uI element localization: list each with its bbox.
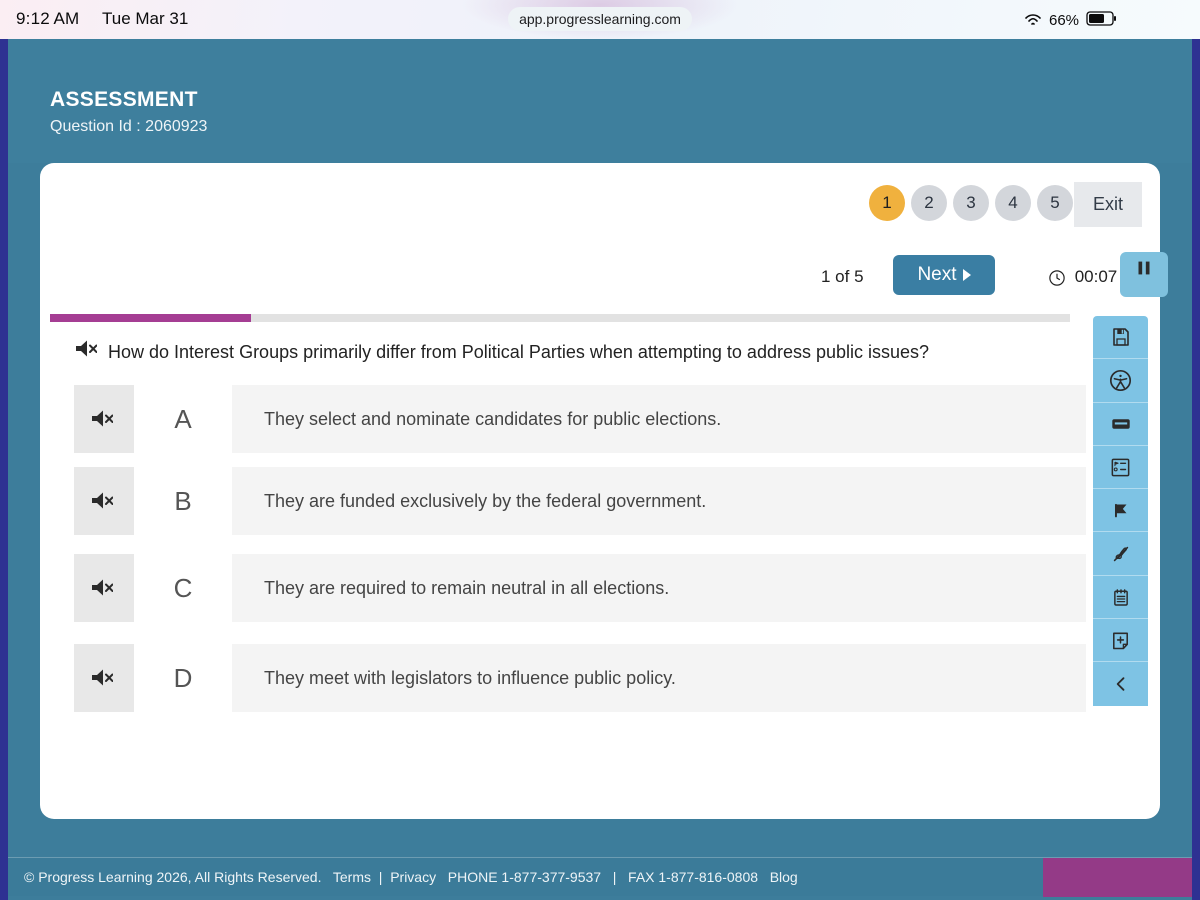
svg-text:66%: 66% [1049,12,1079,29]
